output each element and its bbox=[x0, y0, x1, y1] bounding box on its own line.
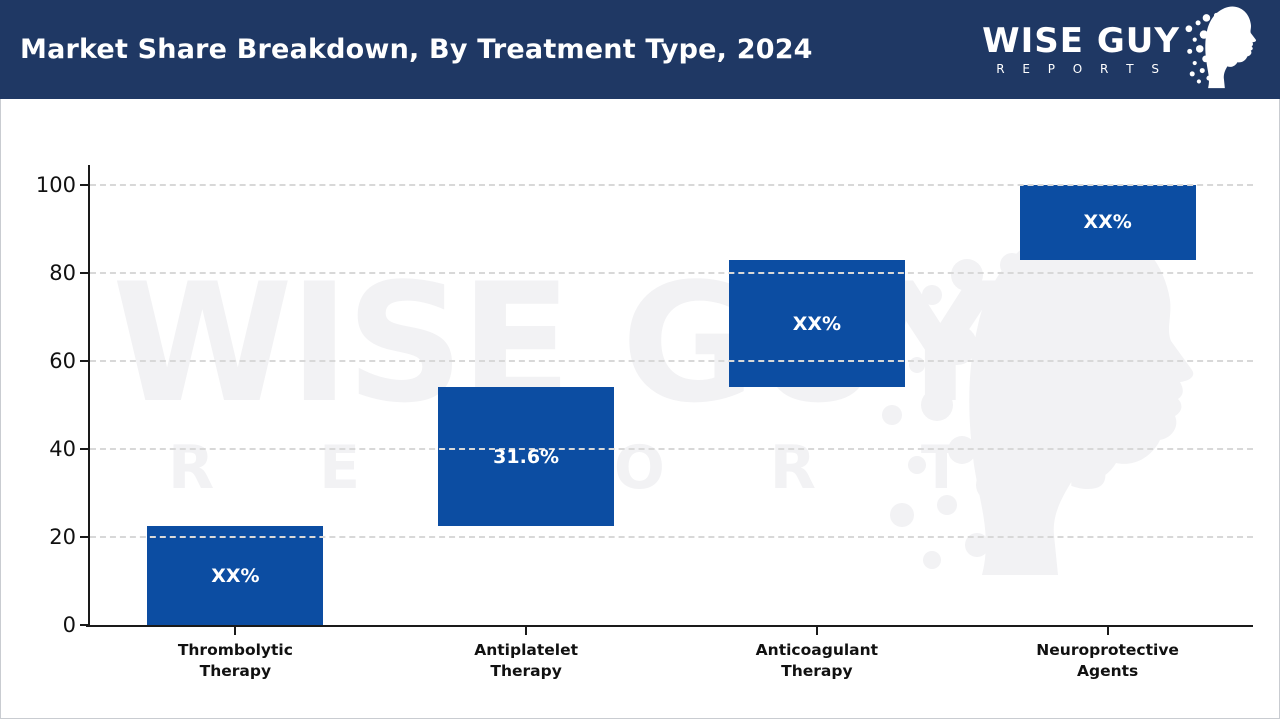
x-category-label-line1: Neuroprotective bbox=[1036, 641, 1179, 659]
x-category-label: Neuroprotective Agents bbox=[1036, 640, 1179, 682]
y-tick-mark bbox=[80, 360, 88, 362]
x-category-label-line2: Therapy bbox=[781, 661, 853, 680]
bar-segment bbox=[728, 259, 905, 388]
y-axis-spine bbox=[88, 165, 90, 627]
x-axis-spine bbox=[86, 625, 1253, 627]
x-tick-mark bbox=[815, 627, 818, 635]
bar-value-label: XX% bbox=[1083, 211, 1132, 234]
bar-segment bbox=[147, 526, 324, 625]
y-tick-mark bbox=[80, 536, 88, 538]
gridline bbox=[90, 536, 1253, 538]
gridline bbox=[90, 184, 1253, 186]
logo-subtitle: R E P O R T S bbox=[996, 62, 1166, 76]
y-tick-mark bbox=[80, 184, 88, 186]
y-tick-mark bbox=[80, 624, 88, 626]
gridline bbox=[90, 360, 1253, 362]
x-category-label: Antiplatelet Therapy bbox=[474, 640, 578, 682]
y-tick-label: 40 bbox=[49, 437, 76, 461]
y-tick-label: 60 bbox=[49, 349, 76, 373]
x-category-label-line2: Therapy bbox=[490, 661, 562, 680]
x-category-label: Thrombolytic Therapy bbox=[178, 640, 293, 682]
bar-segment bbox=[1019, 185, 1196, 260]
x-category-label-line2: Therapy bbox=[199, 661, 272, 680]
y-tick-mark bbox=[80, 272, 88, 274]
watermark-face-icon bbox=[862, 205, 1262, 639]
x-category-label-line1: Thrombolytic bbox=[177, 641, 293, 659]
page-title: Market Share Breakdown, By Treatment Typ… bbox=[20, 34, 813, 65]
bar-value-label: XX% bbox=[211, 564, 260, 587]
x-category-label: Anticoagulant Therapy bbox=[756, 640, 878, 682]
logo-wordmark: WISE GUY bbox=[982, 21, 1180, 61]
x-category-label-line1: Anticoagulant bbox=[755, 641, 879, 659]
gridline bbox=[90, 448, 1253, 450]
bar-value-label: 31.6% bbox=[493, 445, 560, 468]
gridline bbox=[90, 272, 1253, 274]
x-tick-mark bbox=[1106, 627, 1109, 635]
y-tick-label: 20 bbox=[49, 525, 76, 549]
header-bar: Market Share Breakdown, By Treatment Typ… bbox=[0, 0, 1280, 99]
y-tick-mark bbox=[80, 448, 88, 450]
bar-value-label: XX% bbox=[792, 312, 842, 335]
x-category-label-line2: Agents bbox=[1076, 661, 1139, 680]
x-tick-mark bbox=[525, 627, 528, 635]
y-tick-label: 100 bbox=[35, 173, 76, 197]
wise-guy-reports-logo: WISE GUY R E P O R T S bbox=[982, 2, 1266, 98]
logo-text: WISE GUY R E P O R T S bbox=[982, 24, 1180, 75]
logo-face-icon bbox=[1182, 2, 1266, 98]
x-category-label-line1: Antiplatelet bbox=[474, 641, 579, 659]
bar-segment bbox=[438, 387, 615, 527]
y-tick-label: 80 bbox=[49, 261, 76, 285]
x-tick-mark bbox=[234, 627, 237, 635]
y-tick-label: 0 bbox=[62, 613, 76, 637]
